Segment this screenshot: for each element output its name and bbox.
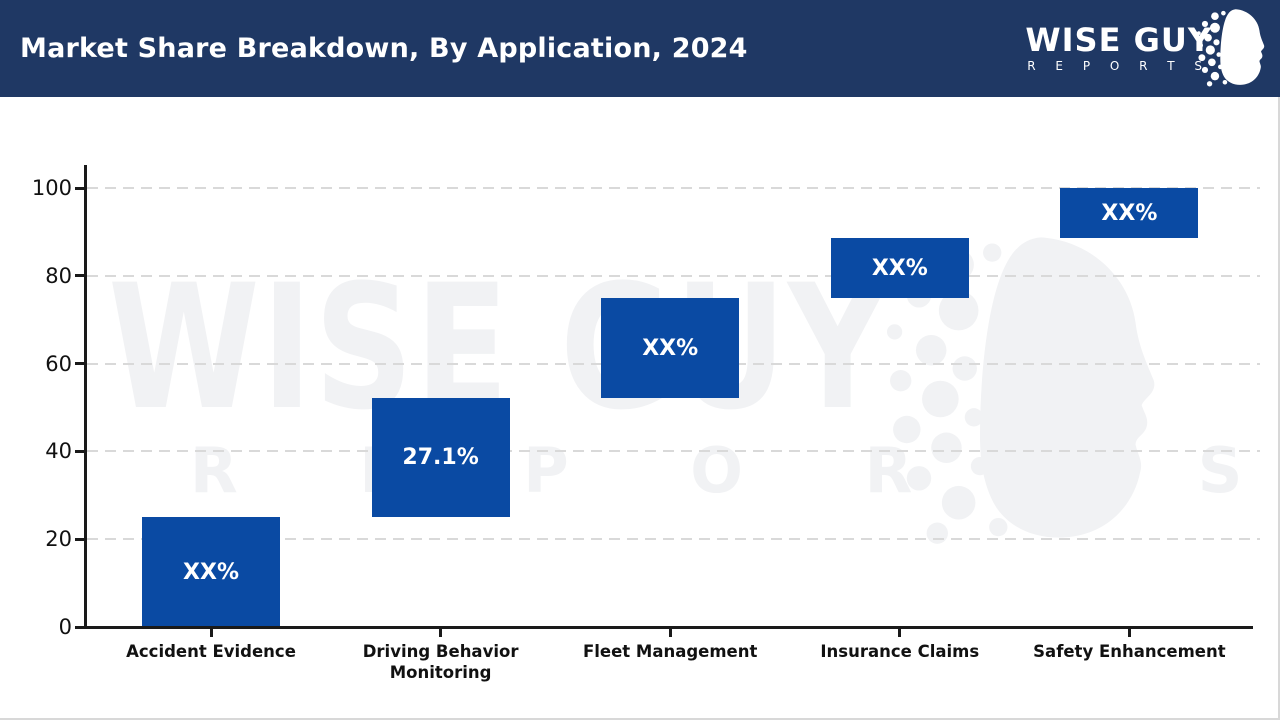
bar-value-label: XX% — [1101, 200, 1158, 226]
logo-wordmark: WISE GUY — [1025, 21, 1212, 59]
y-tick-label: 40 — [45, 439, 72, 464]
y-axis — [84, 165, 87, 629]
y-tick-100 — [75, 186, 85, 190]
page-border-right — [1278, 97, 1280, 720]
logo-subtext: R E P O R T S — [1027, 59, 1211, 73]
y-tick-20 — [75, 537, 85, 541]
y-tick-label: 60 — [45, 351, 72, 376]
y-tick-label: 80 — [45, 263, 72, 288]
y-tick-label: 20 — [45, 527, 72, 552]
bar-2: 27.1% — [371, 398, 510, 518]
bar-value-label: XX% — [642, 335, 699, 361]
x-tick-3 — [668, 626, 672, 637]
bar-3: XX% — [601, 297, 740, 399]
bar-4: XX% — [830, 238, 969, 298]
header-bar: Market Share Breakdown, By Application, … — [0, 0, 1280, 97]
bar-value-label: XX% — [871, 255, 928, 281]
gridline-80 — [87, 274, 1260, 277]
x-tick-5 — [1127, 626, 1131, 637]
category-label: Accident Evidence — [126, 642, 296, 661]
logo-text: WISE GUY R E P O R T S — [1025, 24, 1212, 73]
gridline-20 — [87, 538, 1260, 541]
gridline-40 — [87, 450, 1260, 453]
x-tick-1 — [209, 626, 213, 637]
y-tick-60 — [75, 362, 85, 366]
y-tick-80 — [75, 274, 85, 278]
bar-value-label: XX% — [183, 559, 239, 585]
category-label: Safety Enhancement — [1033, 642, 1226, 661]
bar-value-label: 27.1% — [402, 445, 479, 471]
page-border-bottom — [0, 718, 1280, 720]
y-tick-40 — [75, 449, 85, 453]
y-tick-0 — [75, 625, 85, 629]
x-axis — [84, 626, 1253, 629]
category-label: Driving Behavior Monitoring — [362, 642, 519, 682]
category-label: Fleet Management — [582, 642, 758, 661]
x-tick-2 — [439, 626, 443, 637]
bar-5: XX% — [1060, 188, 1199, 239]
page-title: Market Share Breakdown, By Application, … — [20, 33, 748, 64]
y-tick-label: 0 — [58, 615, 72, 639]
gridline-100 — [87, 187, 1260, 189]
dotted-face-profile-icon — [1186, 7, 1270, 93]
bar-1: XX% — [142, 517, 280, 627]
wise-guy-reports-logo: WISE GUY R E P O R T S — [1010, 0, 1280, 97]
y-tick-label: 100 — [31, 176, 72, 200]
x-tick-4 — [898, 626, 902, 637]
category-label: Insurance Claims — [820, 642, 980, 661]
